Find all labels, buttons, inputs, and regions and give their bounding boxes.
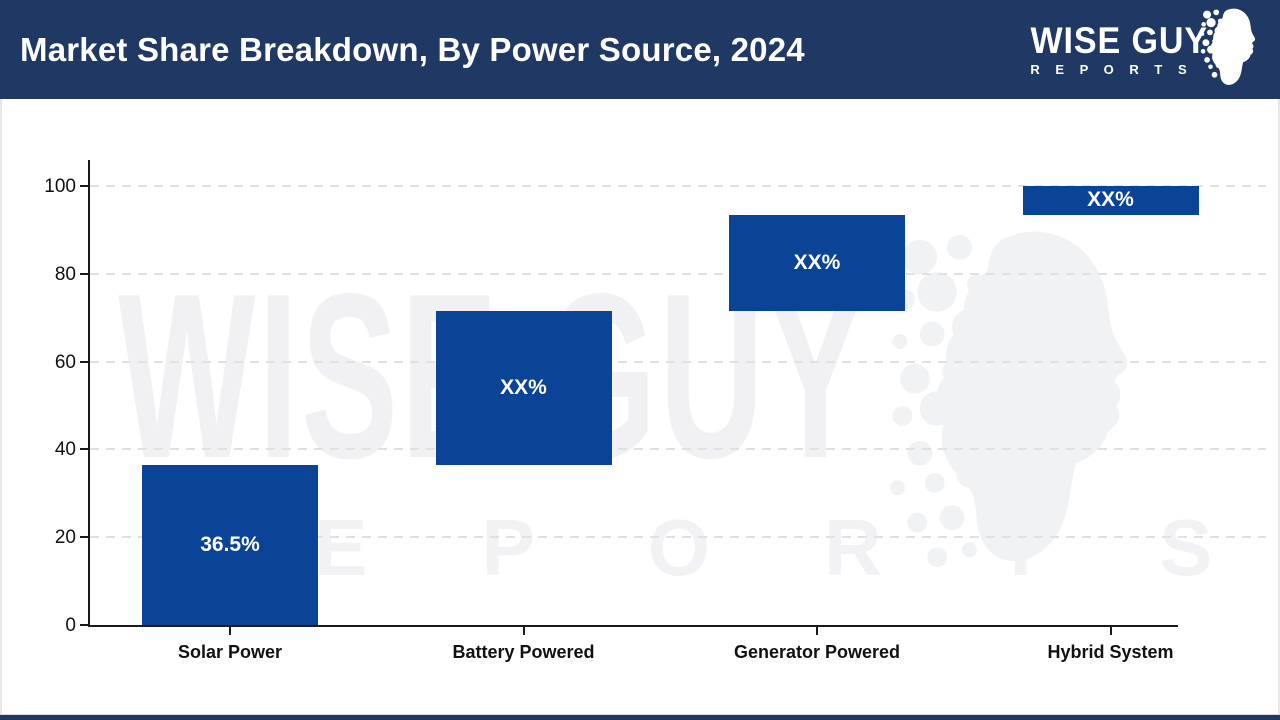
bar-hybrid-system: XX% (1022, 186, 1199, 215)
category-label: Solar Power (177, 642, 283, 662)
chart-plot-area: 0 20 40 60 80 100 36.5% Solar Power XX% Battery P… (0, 99, 1280, 716)
brand-subtitle-text: R E P O R T S (1030, 62, 1193, 77)
y-axis-tick-20 (80, 536, 88, 539)
bar-generator-powered: XX% (729, 214, 905, 312)
page-left-border (0, 99, 2, 720)
category-label: Battery Powered (452, 642, 595, 662)
y-axis-tick-label-60: 60 (54, 351, 76, 373)
bar-battery-powered: XX% (435, 311, 612, 465)
y-axis-tick-label-40: 40 (54, 439, 76, 461)
page-right-border (1278, 99, 1280, 720)
category-label: Generator Powered (733, 642, 901, 662)
x-axis-tick-3 (816, 627, 818, 635)
gridline-y100 (90, 185, 1266, 187)
brand-name-text: WISE GUY (1030, 20, 1208, 61)
category-label: Hybrid System (1047, 642, 1174, 662)
gridline-y40 (90, 448, 1266, 451)
chart-title: Market Share Breakdown, By Power Source,… (20, 30, 805, 68)
y-axis-tick-label-0: 0 (65, 615, 76, 636)
footer-bar (0, 715, 1280, 720)
bar-solar-power: 36.5% (142, 464, 318, 625)
x-axis-tick-4 (1109, 627, 1112, 635)
gridline-y80 (90, 272, 1266, 275)
x-axis-tick-1 (229, 627, 231, 635)
y-axis-tick-label-80: 80 (54, 263, 76, 285)
y-axis-tick-40 (80, 448, 88, 451)
bar-value-label: XX% (793, 250, 841, 274)
brand-logo-text: WISE GUY R E P O R T S (1015, 22, 1208, 76)
y-axis-tick-label-100: 100 (44, 176, 76, 197)
y-axis-line (88, 160, 90, 627)
y-axis-tick-0 (80, 624, 88, 626)
bar-value-label: XX% (500, 375, 547, 399)
x-axis-tick-2 (522, 627, 525, 635)
gridline-y60 (90, 360, 1266, 363)
bar-value-label: XX% (1087, 188, 1134, 212)
footer-divider (0, 714, 1280, 715)
y-axis-tick-100 (80, 185, 88, 187)
x-axis-line (88, 625, 1178, 627)
bar-value-label: 36.5% (200, 532, 260, 556)
y-axis-tick-80 (80, 272, 88, 275)
header-bar: Market Share Breakdown, By Power Source,… (0, 0, 1280, 99)
brand-logo: WISE GUY R E P O R T S (1015, 6, 1266, 92)
y-axis-tick-60 (80, 360, 88, 363)
y-axis-tick-label-20: 20 (54, 527, 76, 549)
brand-head-icon (1200, 8, 1256, 85)
gridline-y20 (90, 536, 1266, 539)
